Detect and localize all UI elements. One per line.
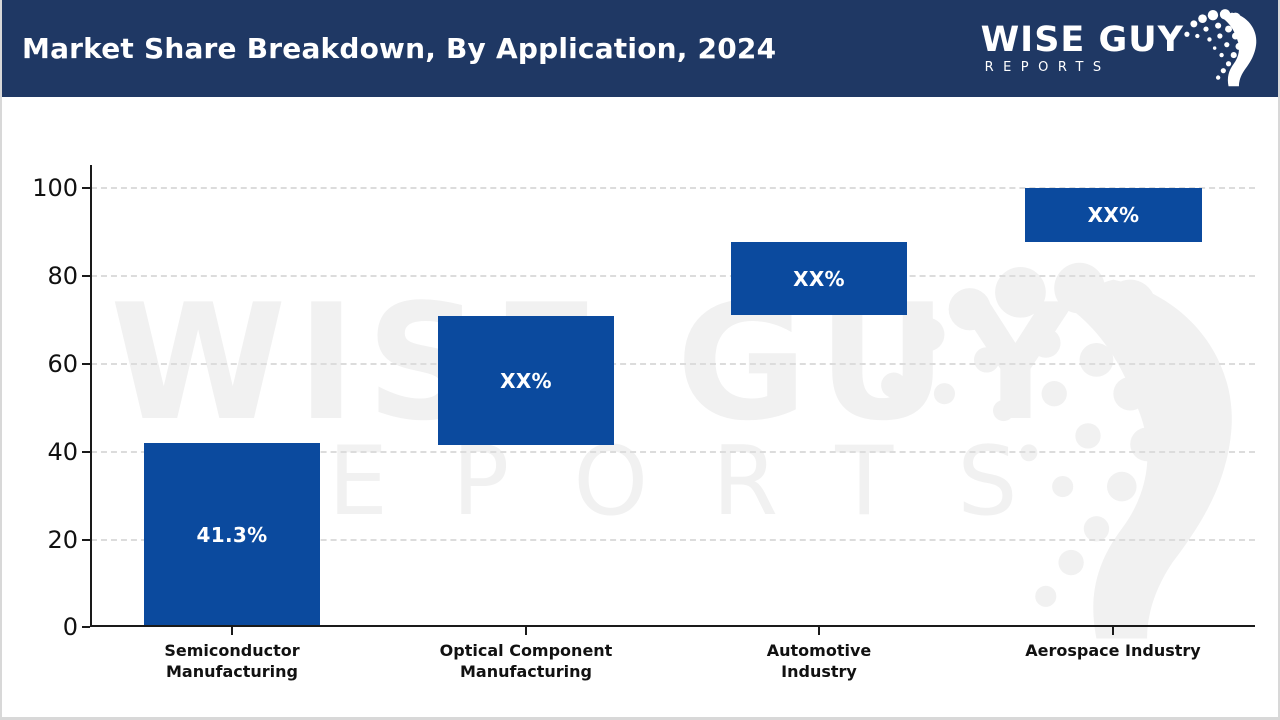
gridline-60 (91, 363, 1255, 365)
gridline-20 (91, 539, 1255, 541)
y-tick-100 (82, 187, 90, 189)
x-tick-optical (525, 627, 527, 635)
brand-name: WISE GUY (980, 19, 1184, 60)
brand-logo: WISE GUY REPORTS (981, 6, 1258, 92)
y-tick-80 (82, 275, 90, 277)
y-tick-20 (82, 539, 90, 541)
gridline-80 (91, 275, 1255, 277)
y-tick-label-100: 100 (32, 174, 78, 202)
x-tick-automotive (818, 627, 820, 635)
bar-value-label: 41.3% (196, 523, 268, 547)
x-category-label-optical: Optical Component Manufacturing (439, 641, 613, 681)
y-tick-60 (82, 363, 90, 365)
wise-guy-head-icon (1184, 8, 1257, 86)
x-category-label-aerospace: Aerospace Industry (1025, 641, 1201, 660)
y-axis-line (90, 165, 92, 627)
watermark-head-icon (881, 262, 1232, 639)
chart-area: WISE GUY REPORTS 10 (2, 97, 1278, 717)
watermark-brand-subname: REPORTS (198, 427, 1082, 537)
gridline-100 (91, 187, 1255, 189)
bar-value-label: XX% (1087, 203, 1140, 227)
header-band: Market Share Breakdown, By Application, … (2, 0, 1278, 97)
y-tick-0 (82, 626, 90, 628)
y-tick-40 (82, 451, 90, 453)
gridline-40 (91, 451, 1255, 453)
x-tick-aerospace (1112, 627, 1114, 635)
page-title: Market Share Breakdown, By Application, … (22, 32, 777, 65)
x-tick-semiconductor (231, 627, 233, 635)
y-tick-label-60: 60 (47, 350, 78, 378)
bar-aerospace-industry: XX% (1025, 188, 1202, 242)
x-category-label-semiconductor: Semiconductor Manufacturing (164, 641, 300, 681)
y-tick-label-0: 0 (62, 613, 78, 641)
y-tick-label-80: 80 (47, 262, 78, 290)
y-tick-label-20: 20 (47, 526, 78, 554)
x-category-label-automotive: Automotive Industry (766, 641, 872, 681)
bar-value-label: XX% (500, 368, 552, 393)
bar-optical-component-manufacturing: XX% (438, 316, 614, 445)
bar-value-label: XX% (793, 266, 845, 291)
y-tick-label-40: 40 (47, 438, 78, 466)
bar-semiconductor-manufacturing: 41.3% (144, 443, 320, 627)
brand-logo-text: WISE GUY REPORTS (981, 22, 1184, 76)
bar-automotive-industry: XX% (731, 242, 907, 315)
x-axis-line (90, 625, 1255, 627)
brand-subname: REPORTS (984, 59, 1111, 75)
